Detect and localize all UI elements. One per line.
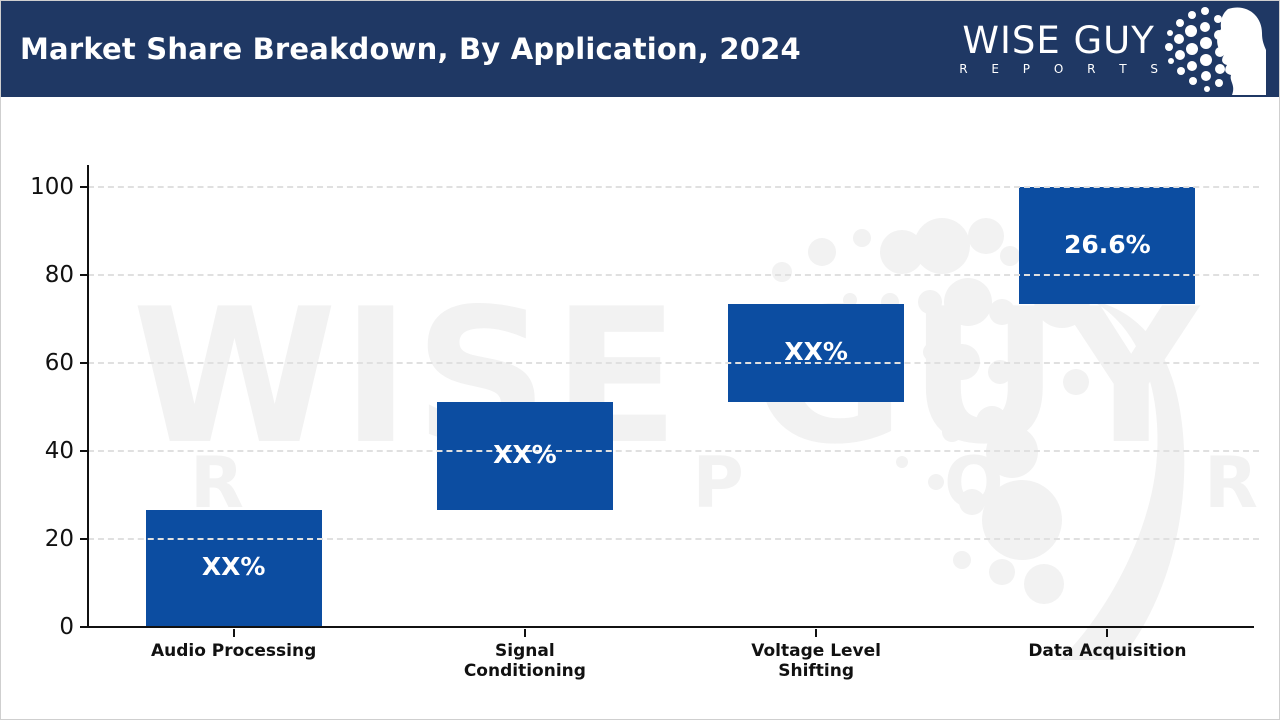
bar-value-label: XX% (493, 439, 557, 469)
x-axis-category-label: Signal Conditioning (405, 641, 645, 681)
y-axis-tick-label: 0 (59, 614, 74, 640)
y-axis-tick-label: 60 (44, 350, 74, 376)
gridline (88, 538, 1259, 540)
x-axis-tick (1106, 629, 1109, 637)
y-axis-tick-label: 20 (44, 526, 74, 552)
y-axis-tick (80, 538, 88, 540)
x-axis-category-label: Data Acquisition (987, 641, 1227, 661)
bar-segment (436, 401, 613, 510)
gridline (88, 274, 1259, 276)
watermark-subtitle: R E P O R T S (190, 442, 1280, 524)
bar-segment (728, 304, 905, 402)
y-axis-tick (80, 626, 88, 628)
logo-subtitle: R E P O R T S (959, 61, 1168, 76)
x-axis-category-label-line: Signal (495, 641, 555, 661)
bar-segment (1019, 187, 1196, 305)
x-axis-tick (523, 629, 526, 637)
y-axis-tick-label: 100 (30, 174, 74, 200)
x-axis-category-label-line: Voltage Level (751, 641, 881, 661)
y-axis-tick-label: 80 (44, 262, 74, 288)
x-axis-category-label-line: Shifting (778, 661, 855, 681)
gridline (88, 186, 1259, 188)
bar-value-label: XX% (201, 552, 266, 582)
dotted-head-icon (1165, 6, 1266, 95)
y-axis-tick (80, 450, 88, 452)
page-title: Market Share Breakdown, By Application, … (20, 31, 801, 66)
bar-value-label: 26.6% (1064, 229, 1151, 259)
y-axis-tick (80, 362, 88, 364)
y-axis-tick-label: 40 (44, 438, 74, 464)
bar-value-label: XX% (784, 336, 848, 366)
gridline (88, 362, 1259, 364)
header-bar: Market Share Breakdown, By Application, … (0, 0, 1280, 97)
x-axis-category-label-line: Conditioning (463, 661, 586, 681)
wise-guy-reports-logo: WISE GUY R E P O R T S (949, 3, 1266, 95)
y-axis-tick (80, 186, 88, 188)
logo-wordmark: WISE GUY (962, 18, 1155, 62)
y-axis-line (87, 165, 89, 628)
x-axis-category-label-line: Audio Processing (150, 641, 317, 661)
y-axis-tick (80, 274, 88, 276)
x-axis-tick (232, 629, 235, 637)
x-axis-tick (815, 629, 818, 637)
x-axis-category-label: Voltage Level Shifting (696, 641, 936, 681)
logo-text: WISE GUY R E P O R T S (949, 18, 1168, 76)
bar-segment (145, 509, 322, 627)
x-axis-category-label-line: Data Acquisition (1028, 641, 1187, 661)
x-axis-line (87, 626, 1254, 628)
gridline (88, 450, 1259, 452)
x-axis-category-label: Audio Processing (114, 641, 354, 661)
